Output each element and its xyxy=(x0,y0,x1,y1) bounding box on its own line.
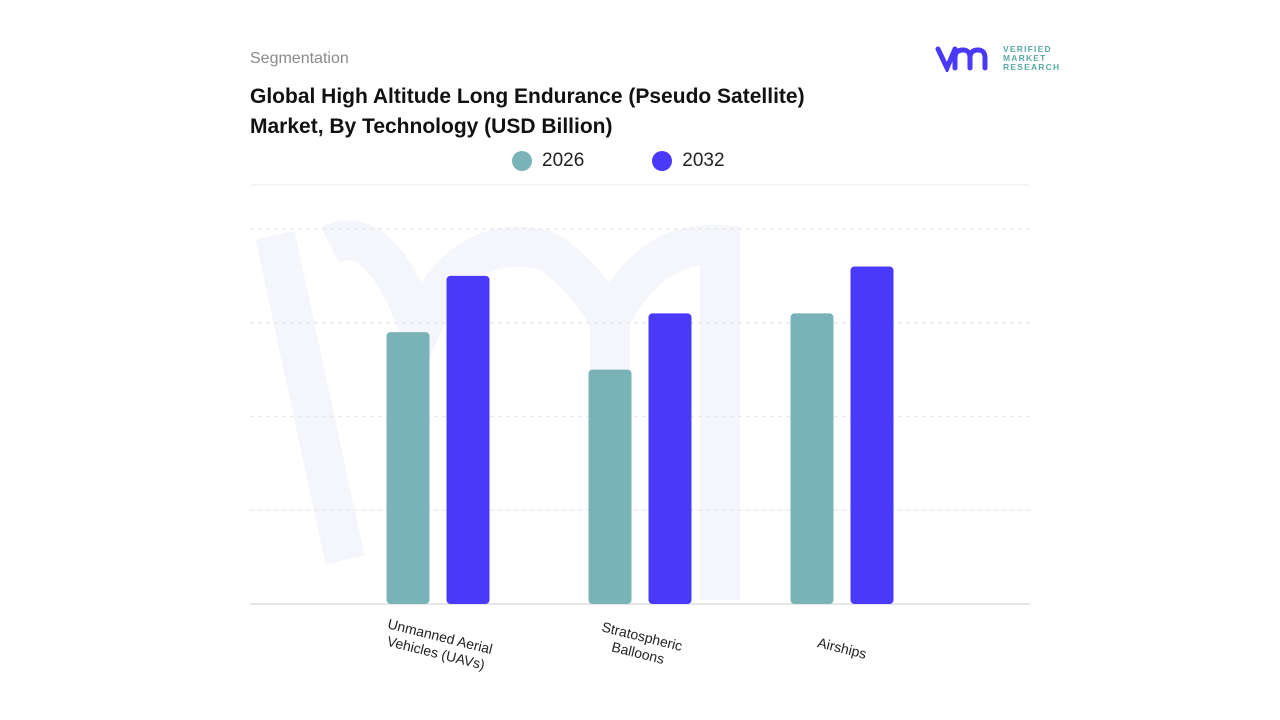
legend: 2026 2032 xyxy=(512,150,725,172)
bar-2032-0 xyxy=(446,275,490,604)
section-label: Segmentation xyxy=(250,50,349,67)
title-line-1: Global High Altitude Long Endurance (Pse… xyxy=(250,85,805,108)
logo-text-1: VERIFIED xyxy=(1003,43,1052,54)
title-line-2: Market, By Technology (USD Billion) xyxy=(250,115,613,138)
legend-swatch-2032 xyxy=(652,151,673,171)
legend-swatch-2026 xyxy=(512,151,532,171)
legend-item-2032: 2032 xyxy=(652,150,725,172)
legend-label-2026: 2026 xyxy=(542,150,585,171)
bar-2026-0 xyxy=(386,332,430,604)
bar-2026-1 xyxy=(588,369,632,604)
vmr-logo-icon xyxy=(935,46,988,72)
bar-2032-2 xyxy=(850,266,894,604)
chart-title: Global High Altitude Long Endurance (Pse… xyxy=(250,82,850,142)
vmr-logo: VERIFIED MARKET RESEARCH xyxy=(935,44,1060,72)
bar-2032-1 xyxy=(648,313,692,604)
logo-text-2: MARKET xyxy=(1003,52,1047,63)
logo-text-3: RESEARCH xyxy=(1003,61,1061,72)
bar-2026-2 xyxy=(790,313,834,604)
legend-item-2026: 2026 xyxy=(512,150,584,172)
legend-label-2032: 2032 xyxy=(682,150,725,171)
